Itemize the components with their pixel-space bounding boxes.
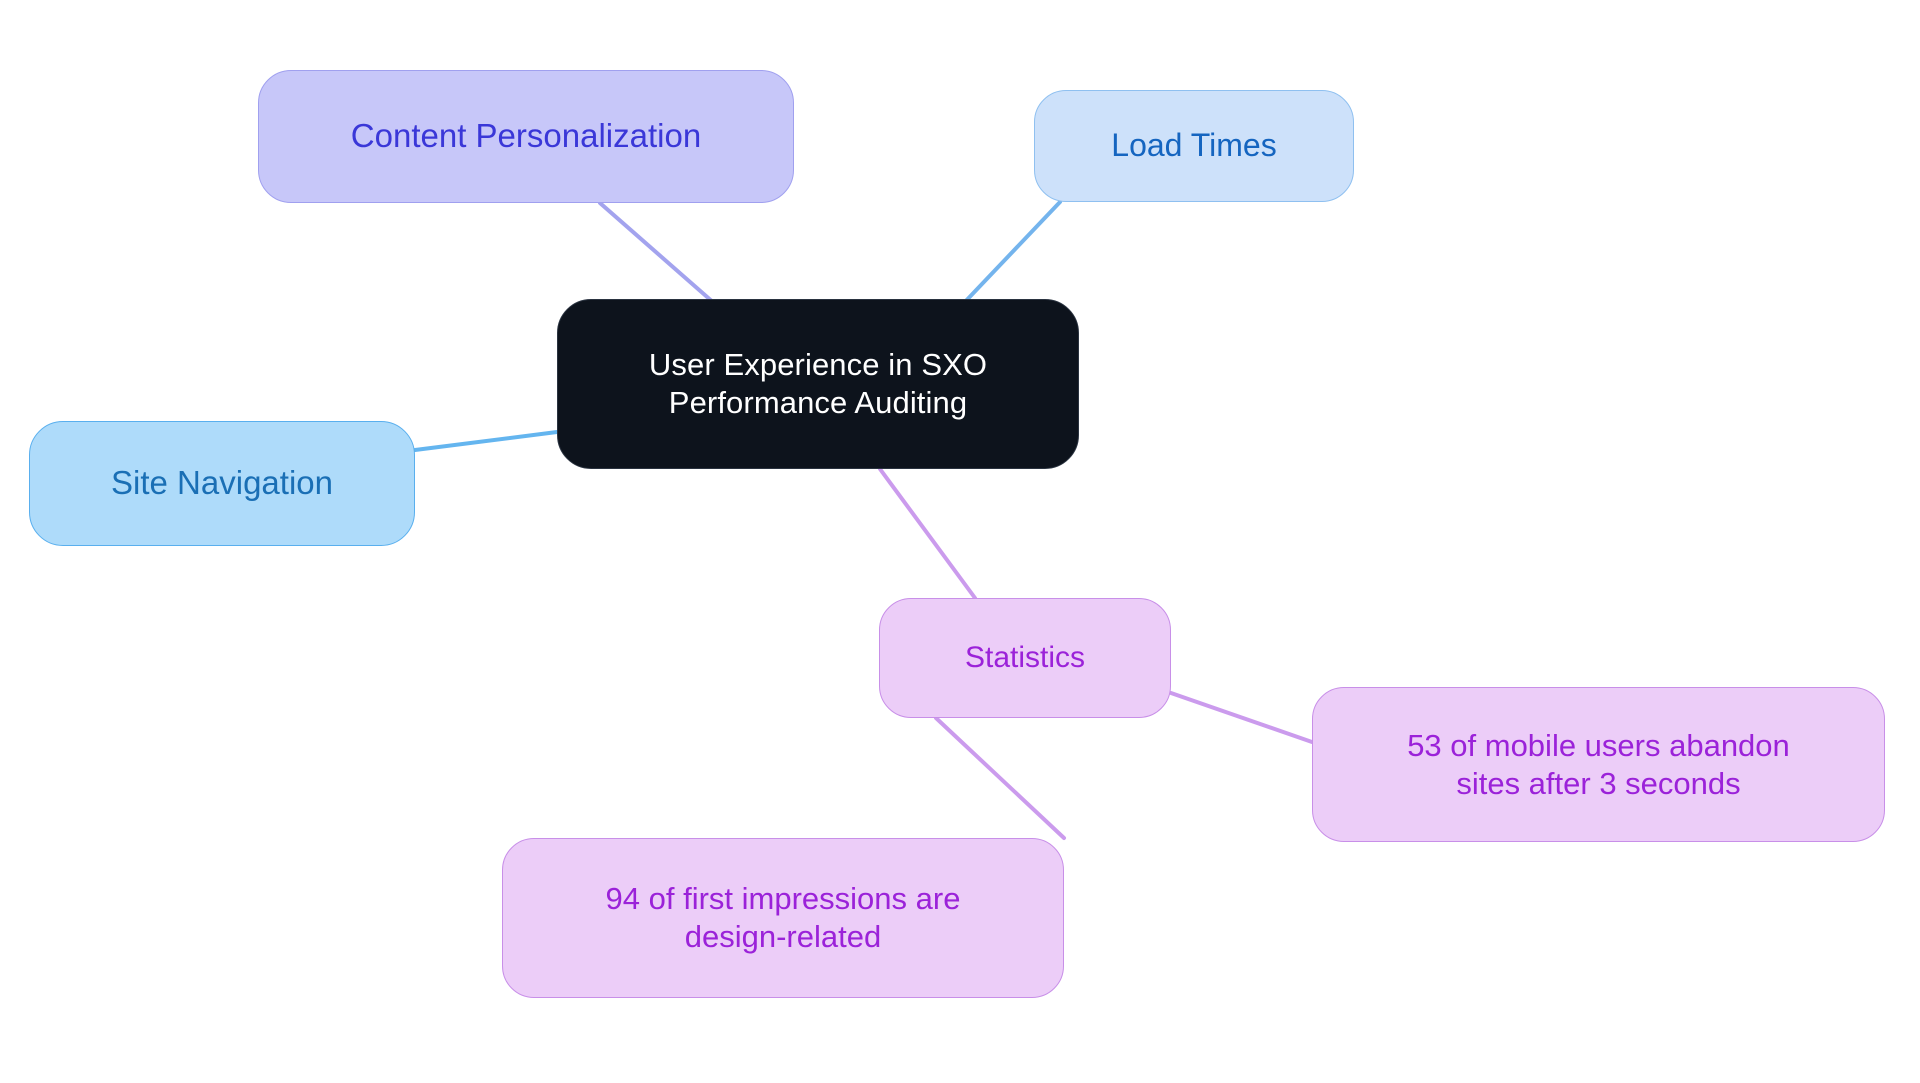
node-content-personalization-label: Content Personalization bbox=[350, 117, 702, 155]
node-root-label: User Experience in SXO Performance Audit… bbox=[648, 347, 988, 420]
node-stat-first-impressions[interactable]: 94 of first impressions are design-relat… bbox=[502, 838, 1064, 998]
node-content-personalization[interactable]: Content Personalization bbox=[258, 70, 794, 203]
node-load-times-label: Load Times bbox=[1111, 127, 1277, 164]
node-site-navigation-label: Site Navigation bbox=[111, 464, 333, 502]
node-site-navigation[interactable]: Site Navigation bbox=[29, 421, 415, 546]
edge-root-load-times bbox=[960, 200, 1062, 307]
node-stat-impressions-label: 94 of first impressions are design-relat… bbox=[605, 881, 961, 954]
node-root-user-experience[interactable]: User Experience in SXO Performance Audit… bbox=[557, 299, 1079, 469]
edge-root-site-navigation bbox=[413, 430, 559, 452]
edge-root-content-personalization bbox=[598, 201, 716, 305]
node-load-times[interactable]: Load Times bbox=[1034, 90, 1354, 202]
edge-statistics-stat-impressions bbox=[934, 716, 1066, 840]
node-statistics-label: Statistics bbox=[964, 640, 1086, 674]
node-stat-mobile-abandonment[interactable]: 53 of mobile users abandon sites after 3… bbox=[1312, 687, 1885, 842]
node-stat-mobile-label: 53 of mobile users abandon sites after 3… bbox=[1407, 727, 1790, 801]
edge-statistics-stat-mobile bbox=[1169, 691, 1314, 744]
node-statistics[interactable]: Statistics bbox=[879, 598, 1171, 718]
edge-root-statistics bbox=[878, 467, 977, 600]
